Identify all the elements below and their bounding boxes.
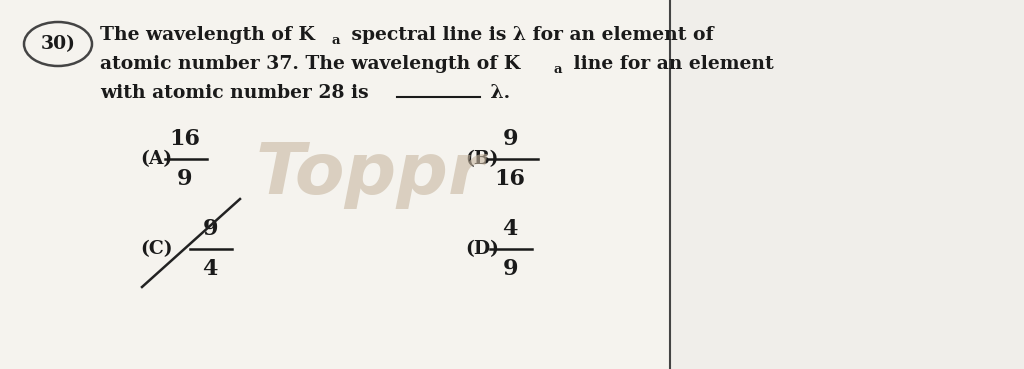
Text: (C): (C) [140,240,172,258]
Text: atomic number 37. The wavelength of K: atomic number 37. The wavelength of K [100,55,520,73]
Text: 9: 9 [502,128,518,150]
Bar [670,0,1024,369]
Text: 4: 4 [203,258,218,280]
Text: The wavelength of K: The wavelength of K [100,26,314,44]
Text: Toppr: Toppr [256,139,484,208]
Text: 16: 16 [495,168,525,190]
Text: 9: 9 [203,218,218,240]
Text: a: a [331,34,340,46]
Text: (B): (B) [465,150,499,168]
Text: λ.: λ. [484,84,510,102]
Text: line for an element: line for an element [567,55,774,73]
Text: 9: 9 [502,258,518,280]
Text: spectral line is λ for an element of: spectral line is λ for an element of [345,26,714,44]
Text: (D): (D) [465,240,499,258]
Text: 16: 16 [170,128,201,150]
Text: 4: 4 [503,218,518,240]
Text: a: a [553,62,561,76]
Text: 30): 30) [41,35,76,53]
Text: with atomic number 28 is: with atomic number 28 is [100,84,369,102]
Text: (A): (A) [140,150,172,168]
Text: 9: 9 [177,168,193,190]
